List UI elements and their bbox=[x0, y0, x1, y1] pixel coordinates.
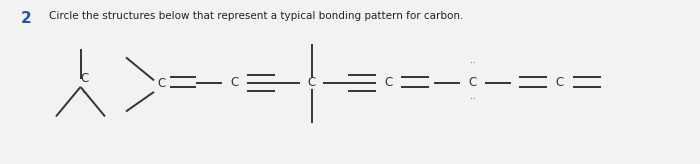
Text: C: C bbox=[157, 77, 165, 90]
Text: C: C bbox=[468, 76, 477, 89]
Text: ··: ·· bbox=[82, 89, 88, 98]
Text: 2: 2 bbox=[21, 11, 32, 26]
Text: C: C bbox=[230, 76, 239, 89]
Text: Circle the structures below that represent a typical bonding pattern for carbon.: Circle the structures below that represe… bbox=[49, 11, 463, 21]
Text: ··: ·· bbox=[470, 60, 475, 68]
Text: C: C bbox=[307, 76, 316, 89]
Text: C: C bbox=[384, 76, 393, 89]
Text: ··: ·· bbox=[470, 96, 475, 104]
Text: C: C bbox=[556, 76, 564, 89]
Text: C: C bbox=[80, 72, 89, 85]
